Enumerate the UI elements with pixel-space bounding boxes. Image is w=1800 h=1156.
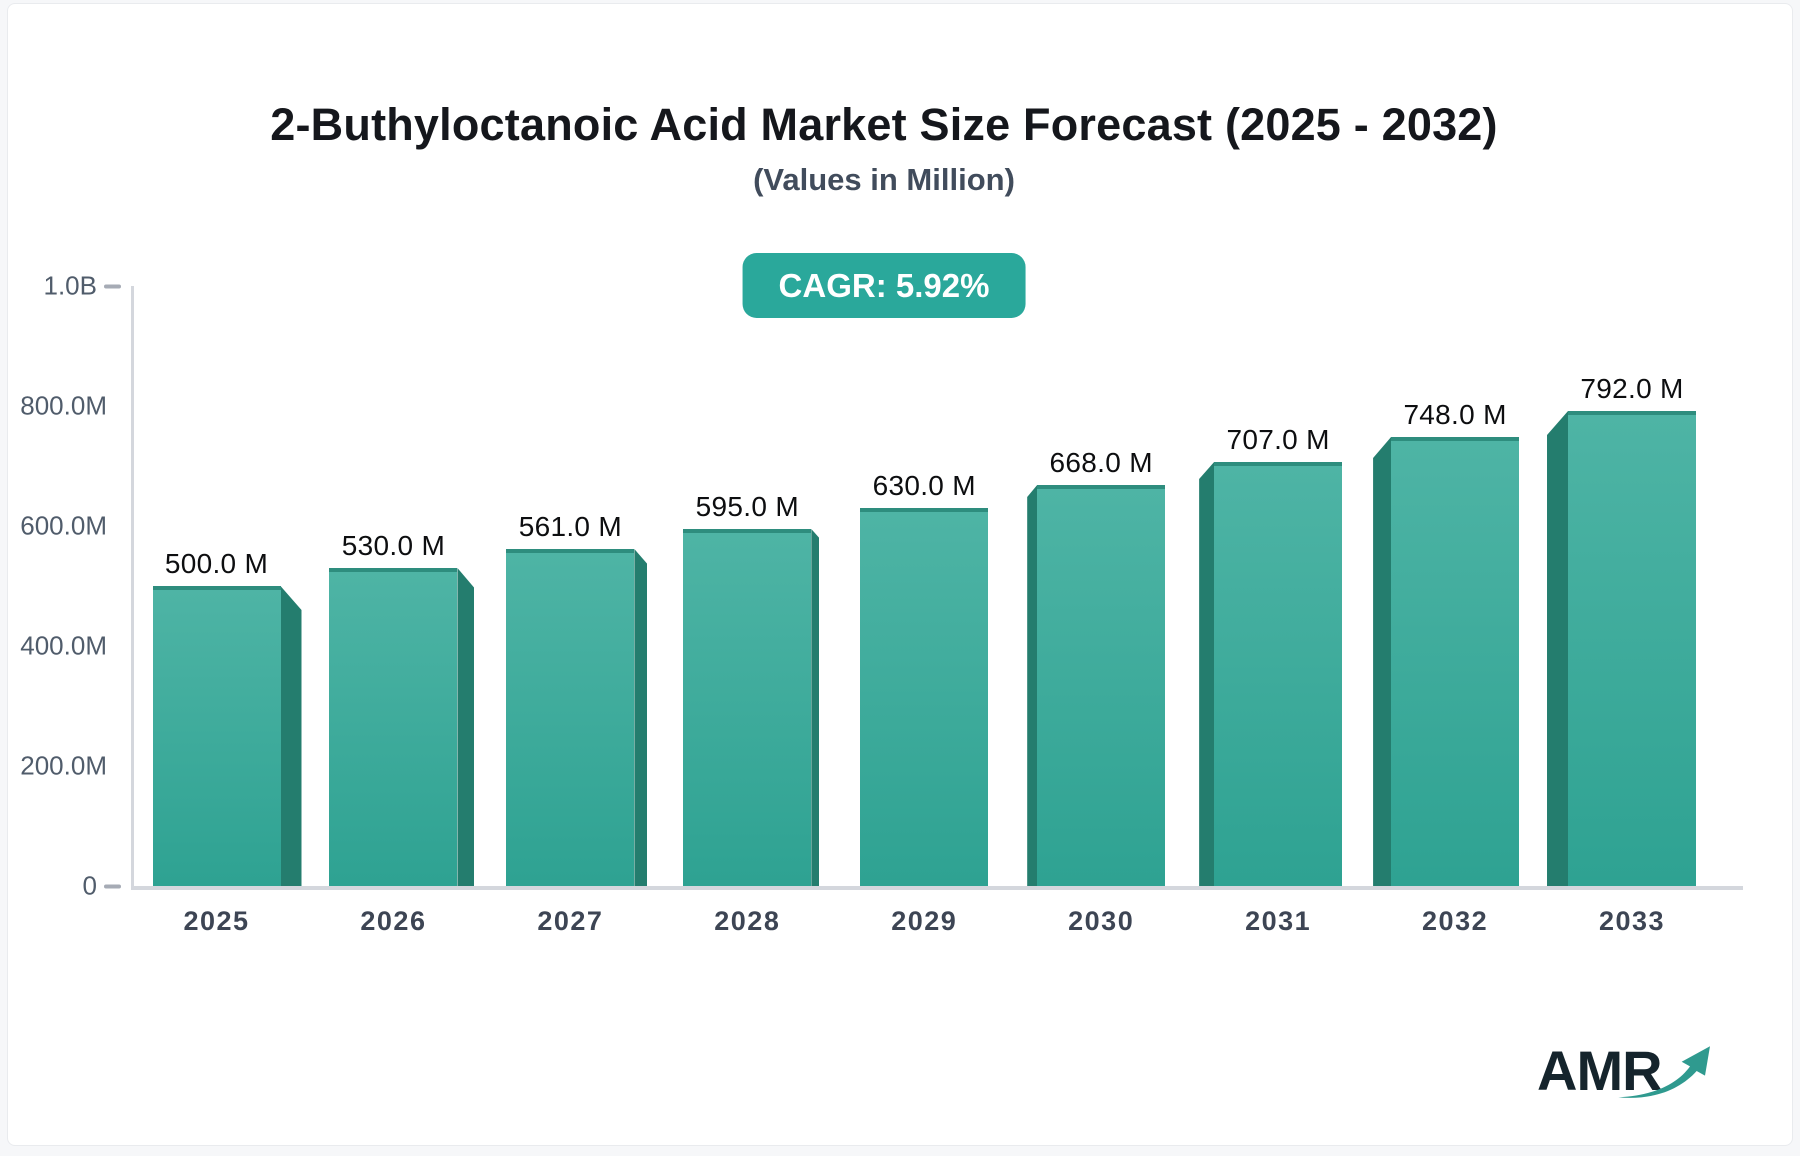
bar-side-face [1373, 437, 1392, 886]
bar-front-face [860, 508, 989, 886]
bar-2029: 630.0 M [860, 470, 989, 886]
y-tick-text: 800.0M [20, 390, 107, 421]
bar-front-face [506, 549, 635, 886]
bar-value-label: 792.0 M [1580, 373, 1684, 404]
bar-2031: 707.0 M [1199, 424, 1343, 886]
y-tick-label: 800.0M [20, 391, 121, 422]
bar-2033: 792.0 M [1547, 373, 1697, 886]
bar-side-face [811, 529, 820, 886]
y-tick-mark [104, 884, 121, 888]
bar-front-face [683, 529, 812, 886]
chart-title: 2-Buthyloctanoic Acid Market Size Foreca… [270, 99, 1498, 150]
y-tick-label: 1.0B [43, 270, 121, 302]
growth-arrow-icon [1618, 1046, 1710, 1098]
bar-front-face [1214, 462, 1343, 886]
x-axis-label-2032: 2032 [1422, 906, 1489, 936]
bar-front-face [329, 568, 458, 886]
y-tick-label: 200.0M [20, 751, 121, 782]
bar-2026: 530.0 M [329, 530, 475, 886]
y-tick-text: 400.0M [20, 630, 107, 661]
bar-value-label: 500.0 M [164, 548, 269, 579]
chart-card: 2-Buthyloctanoic Acid Market Size Foreca… [7, 3, 1793, 1146]
y-tick-text: 200.0M [20, 750, 107, 781]
plot-area: 500.0 M 2025 530.0 M 2026 561.0 M 2027 595.0 M… [20, 271, 1743, 936]
x-axis-label-2026: 2026 [360, 906, 427, 936]
x-axis-label-2027: 2027 [537, 906, 604, 936]
chart-subtitle: (Values in Million) [753, 162, 1015, 197]
x-axis-label-2028: 2028 [714, 906, 781, 936]
bar-side-face [634, 549, 648, 886]
y-tick-text: 1.0B [43, 270, 98, 301]
x-axis-label-2029: 2029 [891, 906, 958, 936]
bar-2027: 561.0 M [506, 511, 648, 886]
bar-value-label: 668.0 M [1049, 447, 1153, 478]
x-axis-label-2031: 2031 [1245, 906, 1312, 936]
bar-side-face [457, 568, 475, 886]
y-tick-label: 400.0M [20, 631, 121, 662]
x-axis-label-2030: 2030 [1068, 906, 1135, 936]
cagr-badge: CAGR: 5.92% [742, 253, 1026, 318]
bar-2028: 595.0 M [683, 491, 820, 886]
y-tick-text: 600.0M [20, 510, 107, 541]
amr-logo-text: AMR [1537, 1039, 1663, 1102]
bar-side-face [280, 586, 302, 886]
x-axis-label-2025: 2025 [183, 906, 250, 936]
bar-side-face [1199, 462, 1215, 886]
bar-value-label: 561.0 M [518, 511, 623, 542]
bar-2032: 748.0 M [1373, 399, 1520, 886]
y-tick-text: 0 [82, 870, 97, 901]
bar-2030: 668.0 M [1027, 447, 1166, 886]
y-tick-label: 0 [83, 871, 121, 902]
x-axis-label-2033: 2033 [1598, 906, 1666, 936]
bar-front-face [1391, 437, 1520, 886]
bar-side-face [1027, 485, 1038, 886]
bar-value-label: 595.0 M [695, 491, 799, 522]
bar-value-label: 630.0 M [872, 470, 976, 501]
y-tick-mark [104, 284, 121, 288]
bar-front-face [1037, 485, 1166, 886]
amr-logo: AMR [1537, 1040, 1737, 1110]
bar-value-label: 707.0 M [1226, 424, 1330, 455]
bar-front-face [152, 586, 281, 886]
bar-value-label: 748.0 M [1403, 399, 1507, 430]
bar-front-face [1568, 411, 1697, 886]
bar-2025: 500.0 M [152, 548, 302, 886]
bar-value-label: 530.0 M [341, 530, 446, 561]
bar-side-face [1547, 411, 1569, 886]
y-tick-label: 600.0M [20, 511, 121, 542]
